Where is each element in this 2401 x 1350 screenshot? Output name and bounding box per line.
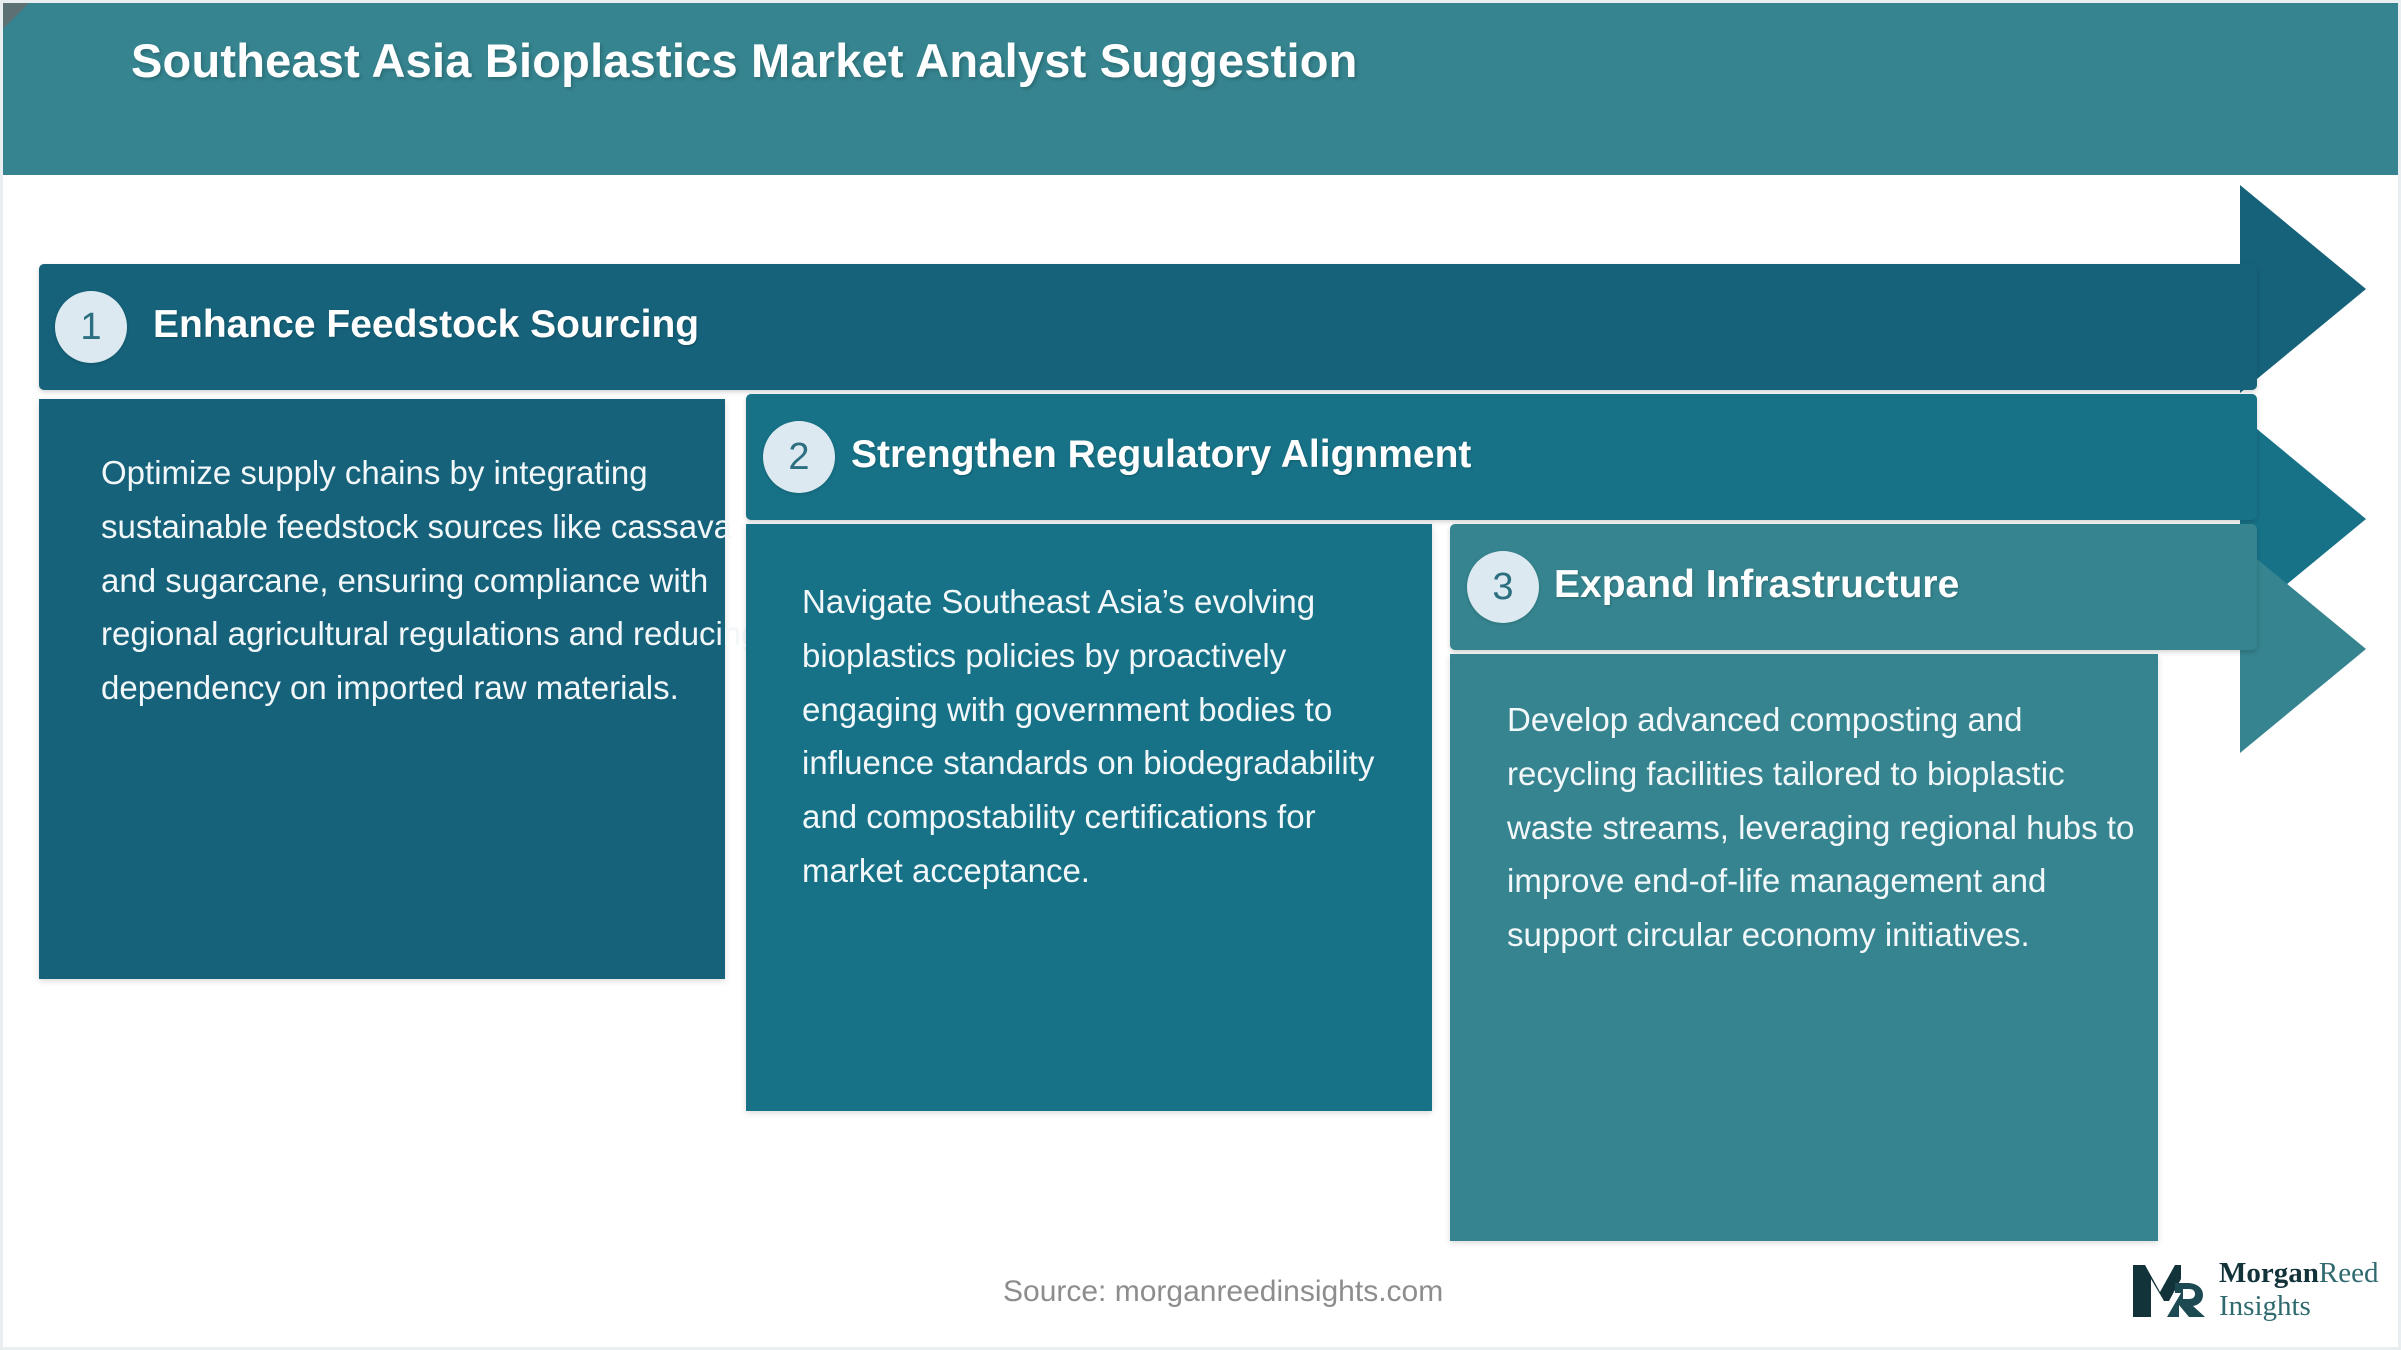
step-number-3: 3 (1492, 565, 1514, 608)
page-title: Southeast Asia Bioplastics Market Analys… (131, 34, 1358, 87)
arrowhead-step-1 (2240, 185, 2366, 393)
mr-monogram-icon (2133, 1265, 2205, 1317)
step-number-2: 2 (788, 435, 810, 478)
logo-name-line: MorganReed (2219, 1259, 2378, 1288)
arrowhead-step-3 (2240, 545, 2366, 753)
step-title-3: Expand Infrastructure (1554, 563, 1960, 606)
step-body-text-1: Optimize supply chains by integrating su… (101, 454, 760, 707)
logo-tagline: Insights (2219, 1290, 2311, 1322)
step-body-text-2: Navigate Southeast Asia’s evolving biopl… (802, 583, 1375, 889)
step-body-2 (746, 524, 1432, 1111)
step-title-2: Strengthen Regulatory Alignment (851, 433, 1472, 476)
logo-name-regular: Reed (2318, 1257, 2379, 1289)
page-banner: Southeast Asia Bioplastics Market Analys… (3, 3, 2398, 175)
step-header-1[interactable] (39, 264, 2257, 390)
step-badge-3: 3 (1467, 551, 1539, 623)
logo-wordmark: MorganReed Insights (2219, 1259, 2378, 1321)
corner-notch-icon (3, 3, 29, 29)
step-header-2[interactable] (746, 394, 2257, 520)
step-badge-1: 1 (55, 291, 127, 363)
step-body-text-3: Develop advanced composting and recyclin… (1507, 701, 2135, 954)
step-body-3 (1450, 654, 2158, 1241)
step-badge-2: 2 (763, 421, 835, 493)
source-label: Source: morganreedinsights.com (1003, 1275, 1444, 1308)
step-body-1 (39, 399, 725, 979)
logo-name-bold: Morgan (2219, 1257, 2319, 1289)
step-title-1: Enhance Feedstock Sourcing (153, 303, 700, 346)
step-header-3[interactable] (1450, 524, 2257, 650)
step-number-1: 1 (80, 305, 102, 348)
brand-logo: MorganReed Insights (2131, 1259, 2378, 1321)
